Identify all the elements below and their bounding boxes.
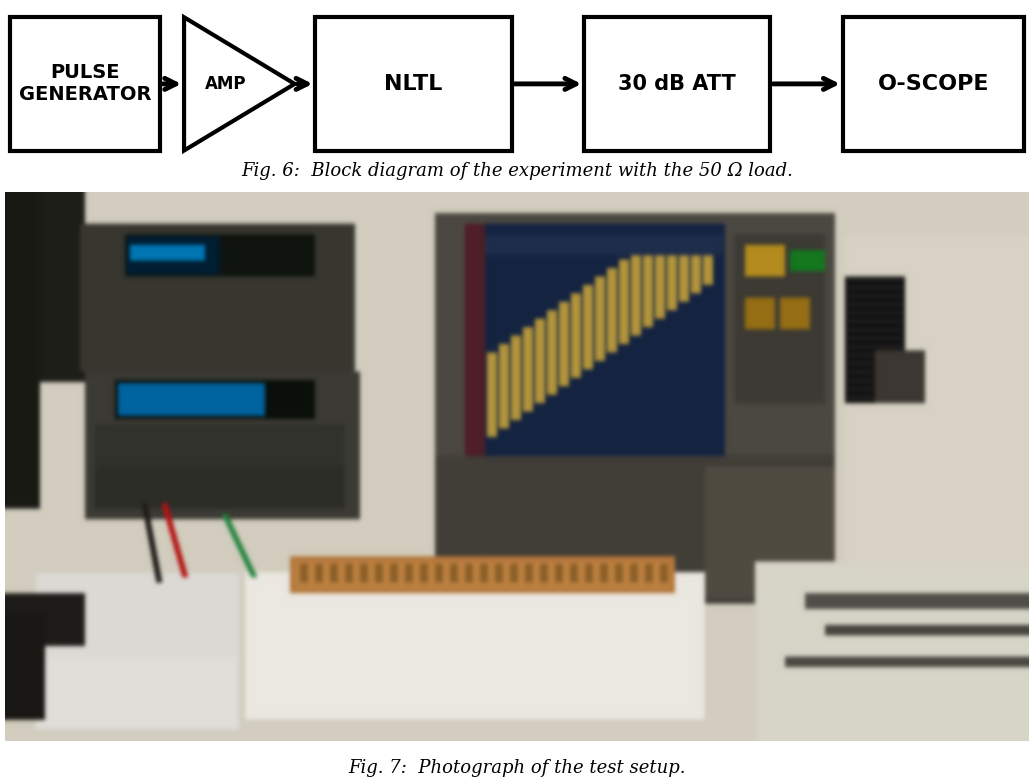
Bar <box>584 17 770 151</box>
Text: NLTL: NLTL <box>385 74 443 94</box>
Text: 30 dB ATT: 30 dB ATT <box>618 74 736 94</box>
Text: Fig. 6:  Block diagram of the experiment with the 50 Ω load.: Fig. 6: Block diagram of the experiment … <box>241 162 793 180</box>
Text: Fig. 7:  Photograph of the test setup.: Fig. 7: Photograph of the test setup. <box>348 760 686 777</box>
Text: AMP: AMP <box>206 75 247 93</box>
Text: O-SCOPE: O-SCOPE <box>878 74 989 94</box>
Bar <box>315 17 512 151</box>
Text: PULSE
GENERATOR: PULSE GENERATOR <box>19 64 152 104</box>
Polygon shape <box>184 17 295 151</box>
Bar <box>10 17 160 151</box>
Bar <box>843 17 1024 151</box>
